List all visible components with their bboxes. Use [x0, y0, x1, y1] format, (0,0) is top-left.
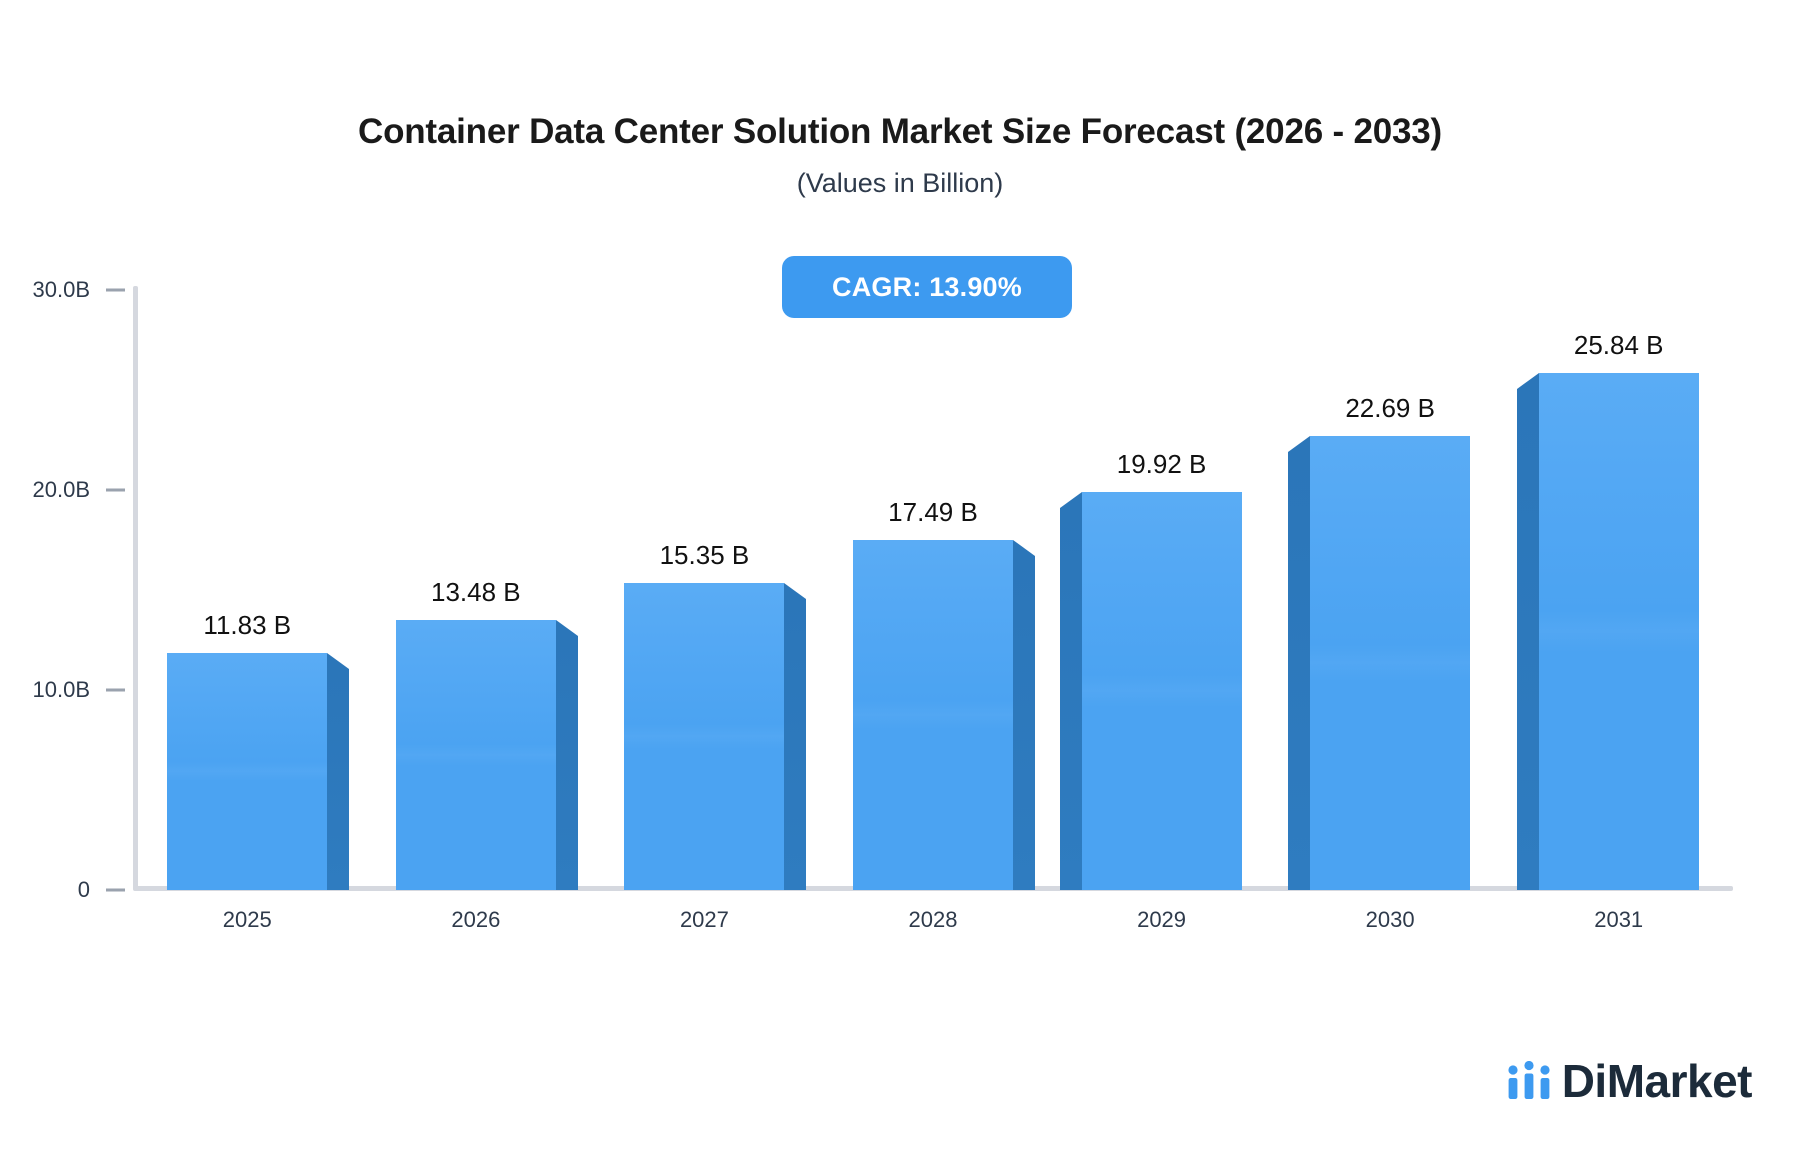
bar-side-face [784, 599, 807, 890]
bar-side-face [1288, 452, 1311, 890]
y-tick-label: 0 [77, 877, 90, 902]
cagr-badge: CAGR: 13.90% [782, 256, 1072, 318]
bar-value-label: 25.84 B [1573, 330, 1664, 361]
bar-value-label: 15.35 B [659, 540, 750, 570]
x-tick-label: 2030 [1365, 907, 1415, 932]
cagr-badge-label: CAGR: 13.90% [832, 271, 1022, 302]
x-tick-label: 2027 [679, 907, 729, 932]
bar-face [1538, 373, 1699, 890]
bar-value-label: 11.83 B [203, 610, 292, 641]
x-tick-label: 2029 [1137, 907, 1187, 932]
bar-column[interactable]: 22.69 B [1288, 393, 1471, 890]
bar-side-face [555, 636, 578, 890]
bar-side-face [1516, 389, 1539, 890]
dimarket-mark-icon [1508, 1061, 1550, 1099]
bar-column[interactable]: 13.48 B [395, 577, 578, 890]
bar-top-face [784, 583, 807, 599]
y-tick-mark [106, 488, 125, 492]
bar-value-label: 17.49 B [888, 497, 978, 528]
bar-top-face [1288, 436, 1311, 453]
bar-column[interactable]: 11.83 B [167, 610, 350, 890]
bar-column[interactable]: 17.49 B [853, 497, 1035, 890]
bar-side-face [1013, 556, 1035, 890]
bar-face [167, 653, 328, 890]
bar-side-face [327, 669, 350, 890]
bar-value-label: 22.69 B [1345, 393, 1435, 424]
y-tick-mark [106, 888, 125, 892]
y-tick-label: 10.0B [32, 677, 91, 702]
page-subtitle: (Values in Billion) [796, 168, 1004, 198]
bar-column[interactable]: 25.84 B [1516, 330, 1699, 890]
x-tick-label: 2028 [908, 907, 958, 932]
y-tick-mark [106, 688, 125, 692]
bar-face [1081, 491, 1242, 890]
y-axis-line [133, 286, 138, 890]
bar-top-face [327, 653, 350, 670]
brand-name: DiMarket [1561, 1055, 1753, 1107]
y-tick-label: 30.0B [32, 277, 91, 302]
bar-face [395, 620, 556, 890]
bar-face [853, 540, 1013, 890]
bar-side-face [1059, 507, 1082, 890]
bar-value-label: 19.92 B [1116, 448, 1207, 479]
x-tick-label: 2031 [1594, 907, 1644, 932]
bar-top-face [555, 620, 578, 637]
bar-column[interactable]: 19.92 B [1059, 449, 1242, 890]
x-tick-label: 2026 [451, 907, 501, 932]
bar-top-face [1059, 491, 1082, 508]
y-tick-label: 20.0B [32, 477, 91, 502]
bar-top-face [1516, 373, 1539, 390]
bar-value-label: 13.48 B [431, 577, 521, 608]
x-tick-label: 2025 [222, 907, 272, 932]
y-tick-mark [106, 288, 125, 292]
watermark-logo: DiMarket [1506, 1054, 1753, 1108]
bar-top-face [1013, 540, 1035, 557]
bar-face [1310, 436, 1471, 890]
bar-face [624, 583, 785, 890]
page-title: Container Data Center Solution Market Si… [358, 112, 1442, 151]
bar-column[interactable]: 15.35 B [624, 540, 807, 890]
